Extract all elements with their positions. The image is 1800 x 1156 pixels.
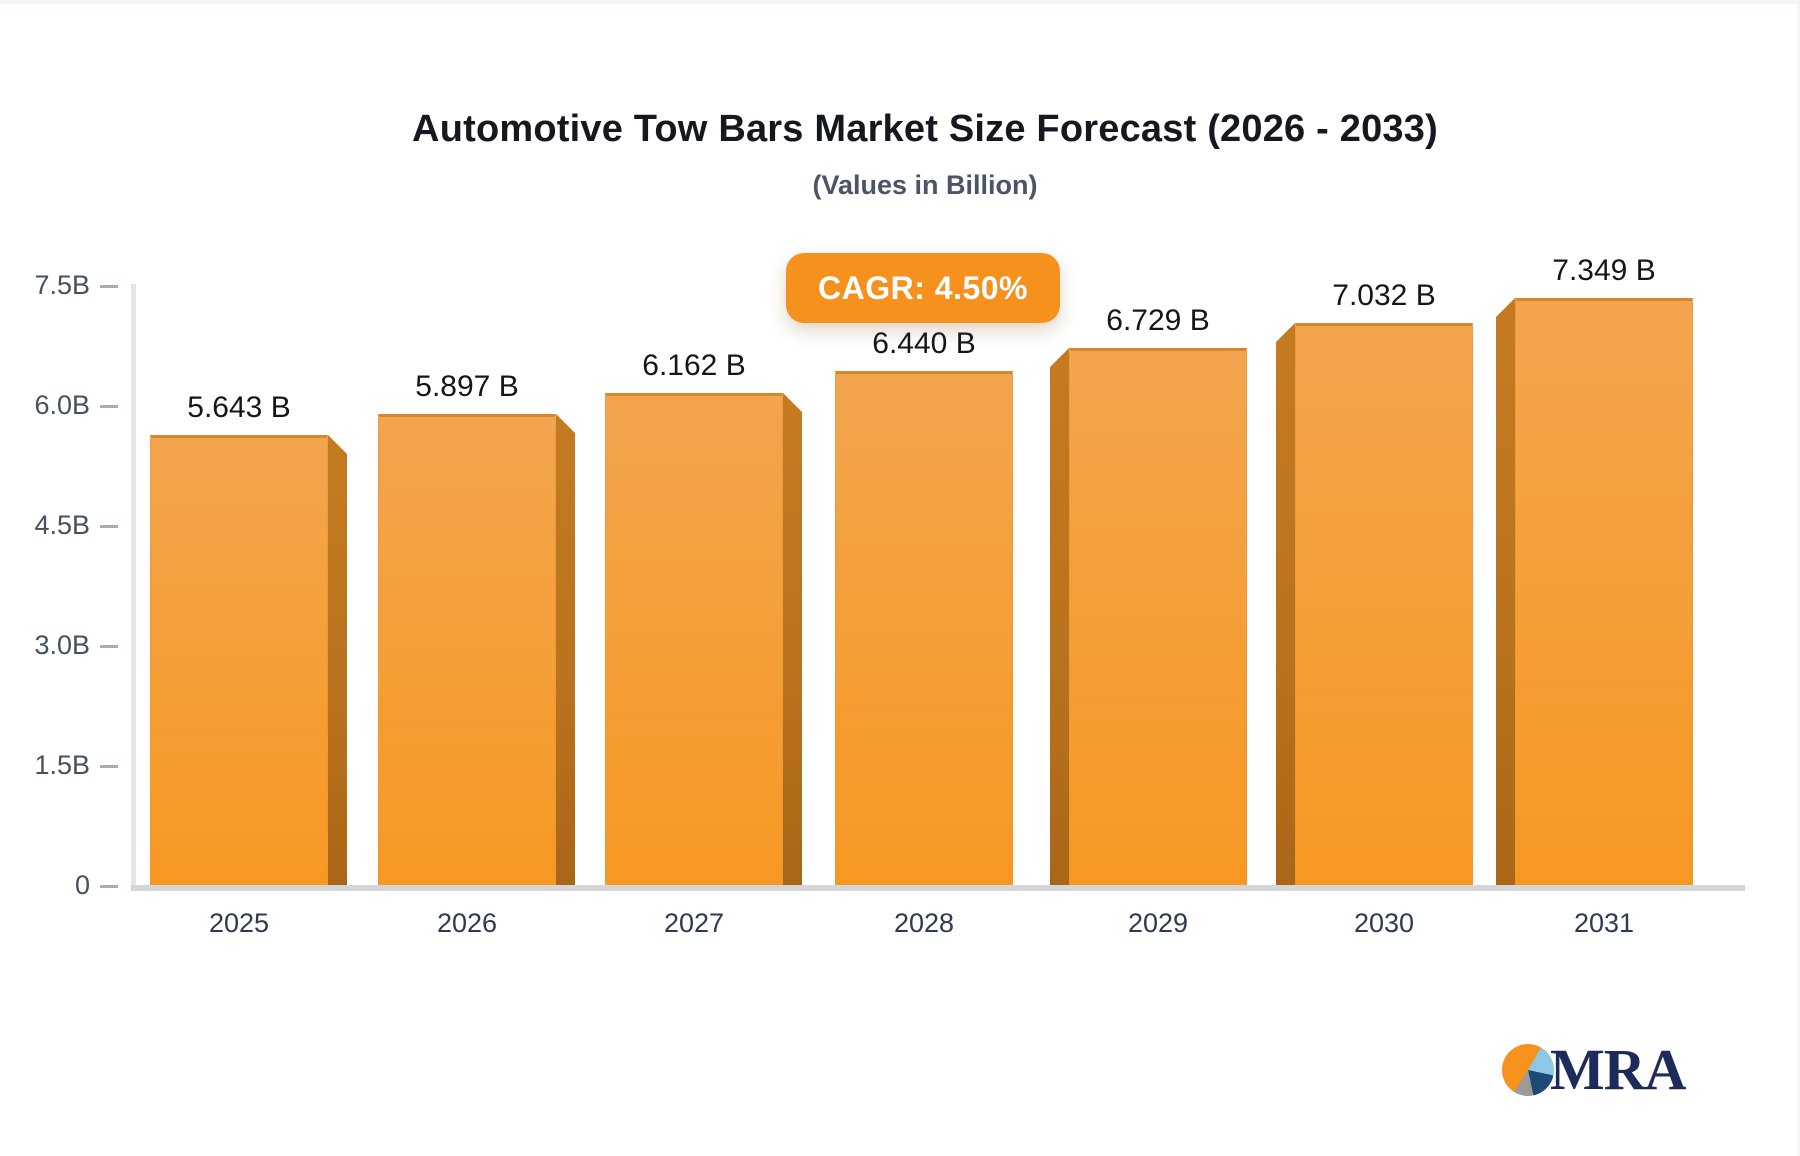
x-axis-tick-label: 2029 — [1127, 908, 1189, 938]
top-border — [0, 0, 1800, 4]
bar-front-face — [605, 393, 783, 889]
bar-2026: 5.897 B — [378, 370, 575, 889]
bar-front-face — [150, 435, 328, 889]
x-axis-tick-label: 2026 — [436, 908, 498, 938]
cagr-badge: CAGR: 4.50% — [786, 253, 1060, 323]
y-axis-tick-mark — [100, 525, 118, 528]
bar-side-face — [1496, 298, 1515, 889]
y-axis-tick-mark — [100, 405, 118, 408]
bar-front-face — [378, 414, 556, 889]
brand-logo: MRA — [1502, 1037, 1687, 1102]
bar-side-face — [556, 414, 575, 889]
bar-2025: 5.643 B — [150, 391, 347, 889]
bar-front-face — [835, 371, 1013, 889]
bar-2029: 6.729 B — [1050, 304, 1247, 889]
x-axis-tick-label: 2031 — [1573, 908, 1635, 938]
y-axis-tick-label: 3.0B — [34, 630, 90, 660]
y-axis-tick-mark — [100, 285, 118, 288]
bar-value-label: 7.349 B — [1552, 254, 1656, 287]
bar-value-label: 6.729 B — [1106, 304, 1210, 337]
bar-2031: 7.349 B — [1496, 254, 1693, 889]
chart-title: Automotive Tow Bars Market Size Forecast… — [412, 108, 1438, 150]
bar-value-label: 6.162 B — [642, 349, 746, 382]
bar-side-face — [1276, 323, 1295, 889]
chart-subtitle: (Values in Billion) — [812, 170, 1038, 200]
bar-front-face — [1515, 298, 1693, 889]
y-axis-tick-mark — [100, 765, 118, 768]
y-axis-line — [131, 284, 136, 888]
y-axis-tick-label: 0 — [74, 870, 90, 900]
cagr-badge-label: CAGR: 4.50% — [818, 269, 1028, 306]
bar-value-label: 6.440 B — [872, 327, 976, 360]
bar-value-label: 5.897 B — [415, 370, 519, 403]
x-axis-tick-label: 2025 — [208, 908, 270, 938]
bar-side-face — [328, 435, 347, 889]
bar-front-face — [1295, 323, 1473, 889]
bar-2027: 6.162 B — [605, 349, 802, 889]
y-axis-tick-label: 4.5B — [34, 510, 90, 540]
bar-side-face — [783, 393, 802, 889]
y-axis-tick-label: 1.5B — [34, 750, 90, 780]
x-axis-tick-label: 2028 — [893, 908, 955, 938]
y-axis-tick-label: 6.0B — [34, 390, 90, 420]
bar-value-label: 7.032 B — [1332, 279, 1436, 312]
y-axis-tick-label: 7.5B — [34, 270, 90, 300]
y-axis-tick-mark — [100, 885, 118, 888]
pie-chart-logo-icon — [1502, 1044, 1554, 1096]
right-border — [1797, 0, 1800, 1156]
x-axis-tick-label: 2030 — [1353, 908, 1415, 938]
bar-side-face — [1050, 348, 1069, 889]
bar-front-face — [1069, 348, 1247, 889]
bar-2028: 6.440 B — [835, 327, 1013, 889]
y-axis-tick-mark — [100, 645, 118, 648]
bar-value-label: 5.643 B — [187, 391, 291, 424]
x-axis-line — [131, 885, 1745, 891]
x-axis-tick-label: 2027 — [663, 908, 725, 938]
brand-logo-text: MRA — [1550, 1037, 1687, 1102]
bar-2030: 7.032 B — [1276, 279, 1473, 889]
